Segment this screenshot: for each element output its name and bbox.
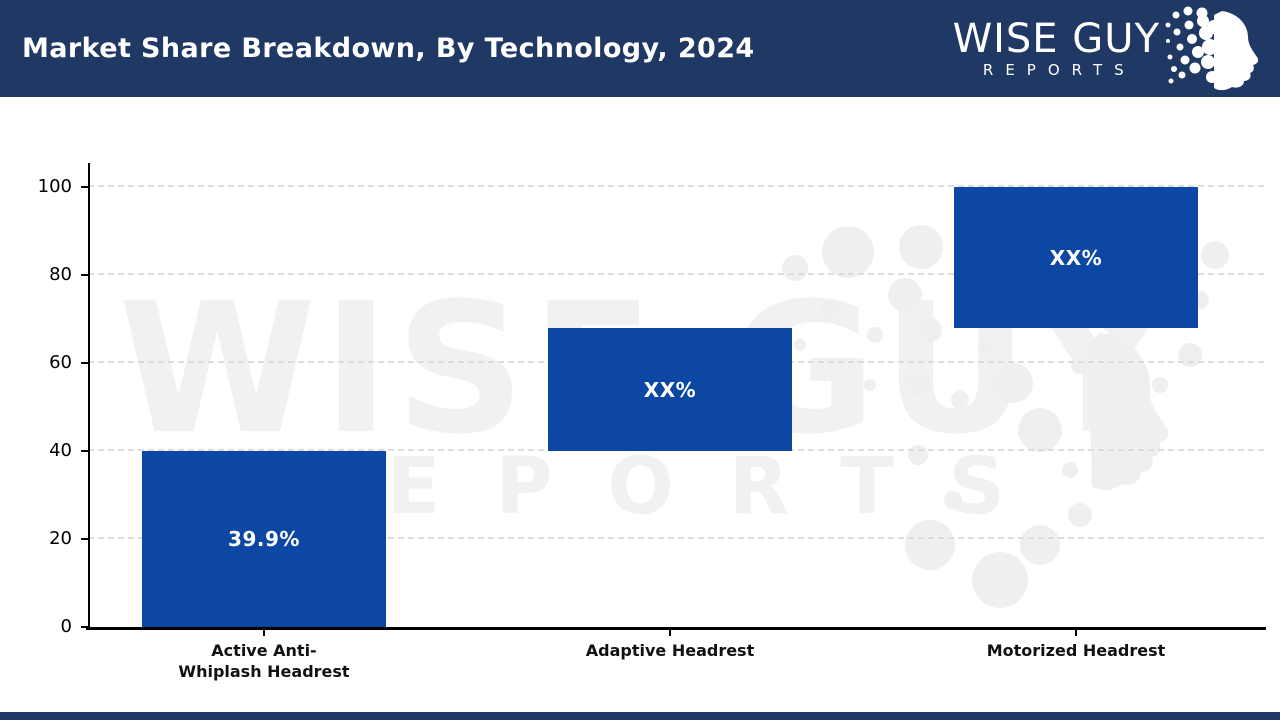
brand-logo: WISE GUY REPORTS bbox=[953, 5, 1258, 93]
y-tick-label: 60 bbox=[49, 352, 72, 374]
y-tick-mark bbox=[81, 362, 88, 365]
y-tick-mark bbox=[81, 186, 88, 189]
x-category-label: Motorized Headrest bbox=[986, 641, 1166, 660]
x-category-label: Active Anti- Whiplash Headrest bbox=[178, 641, 350, 681]
y-tick-label: 40 bbox=[49, 440, 72, 462]
y-tick-label: 0 bbox=[60, 616, 72, 637]
page-title: Market Share Breakdown, By Technology, 2… bbox=[22, 33, 755, 64]
x-axis-spine bbox=[86, 627, 1266, 630]
x-category-label: Adaptive Headrest bbox=[585, 641, 755, 660]
x-axis: Active Anti- Whiplash Headrest Adaptive He… bbox=[88, 630, 1264, 710]
x-tick-mark bbox=[1075, 630, 1077, 636]
gridline bbox=[88, 273, 1264, 276]
gridline bbox=[88, 537, 1264, 540]
y-tick-mark bbox=[81, 626, 88, 628]
bar-value-label: 39.9% bbox=[228, 527, 300, 552]
x-tick-mark bbox=[669, 630, 671, 636]
header-bar: Market Share Breakdown, By Technology, 2… bbox=[0, 0, 1280, 97]
footer-bar bbox=[0, 712, 1280, 720]
y-axis: 0 20 40 60 80 100 bbox=[0, 163, 88, 637]
y-tick-mark bbox=[81, 450, 88, 453]
x-tick-mark bbox=[263, 630, 265, 636]
bar-segment: XX% bbox=[548, 327, 792, 452]
y-tick-label: 100 bbox=[37, 176, 72, 198]
bar-value-label: XX% bbox=[1049, 245, 1103, 270]
brand-name: WISE GUY bbox=[952, 16, 1160, 62]
y-axis-spine bbox=[88, 163, 90, 627]
dotted-face-profile-icon bbox=[1165, 6, 1258, 90]
bar-segment: 39.9% bbox=[142, 451, 386, 627]
y-tick-mark bbox=[81, 538, 88, 541]
gridline bbox=[88, 185, 1264, 188]
bar-value-label: XX% bbox=[643, 377, 697, 402]
y-tick-label: 80 bbox=[49, 264, 72, 286]
bar-segment: XX% bbox=[954, 187, 1198, 328]
y-tick-mark bbox=[81, 274, 88, 277]
y-tick-label: 20 bbox=[49, 528, 72, 550]
brand-subname: REPORTS bbox=[982, 61, 1136, 79]
watermark-brand-subtext: REPORTS bbox=[272, 442, 1060, 532]
plot-area: 39.9% XX% XX% bbox=[88, 163, 1264, 627]
brand-logo-text: WISE GUY REPORTS bbox=[953, 19, 1160, 78]
